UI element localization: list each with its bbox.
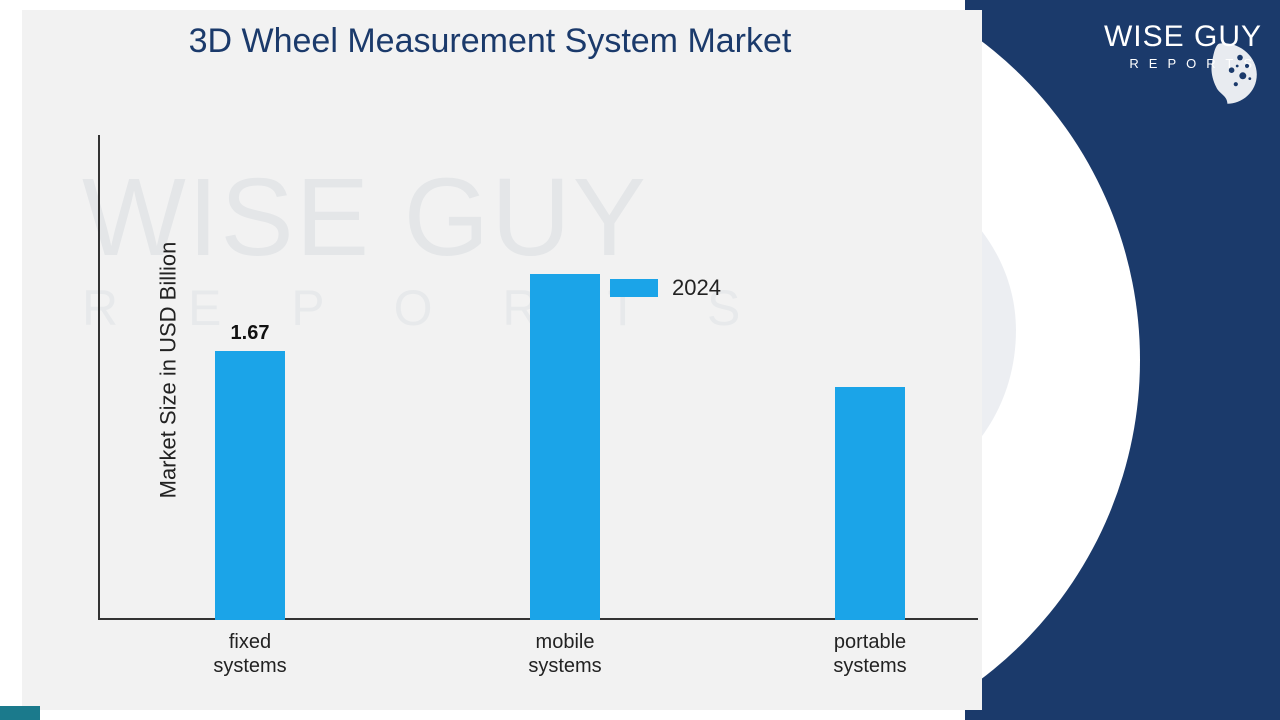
bar-rect [835, 387, 905, 620]
bar-rect [530, 274, 600, 620]
y-axis-line [98, 135, 100, 620]
bar-category-label: portablesystems [800, 630, 940, 678]
accent-bar [0, 706, 40, 720]
bar-category-label: fixedsystems [180, 630, 320, 678]
legend-swatch [610, 279, 658, 297]
chart-title: 3D Wheel Measurement System Market [0, 22, 980, 61]
bar-value-label: 1.67 [200, 322, 300, 345]
y-axis-label: Market Size in USD Billion [155, 242, 181, 499]
bar-fixed-systems: 1.67fixedsystems [215, 351, 285, 620]
brand-logo: WISE GUY REPORTS [1104, 20, 1262, 71]
logo-head-icon [1198, 38, 1268, 108]
legend: 2024 [610, 275, 721, 301]
bar-portable-systems: portablesystems [835, 387, 905, 620]
bar-mobile-systems: mobilesystems [530, 274, 600, 620]
legend-label: 2024 [672, 275, 721, 301]
chart-canvas: WISE GUY R E P O R T S 3D Wheel Measurem… [0, 0, 1280, 720]
bar-rect [215, 351, 285, 620]
bar-category-label: mobilesystems [495, 630, 635, 678]
